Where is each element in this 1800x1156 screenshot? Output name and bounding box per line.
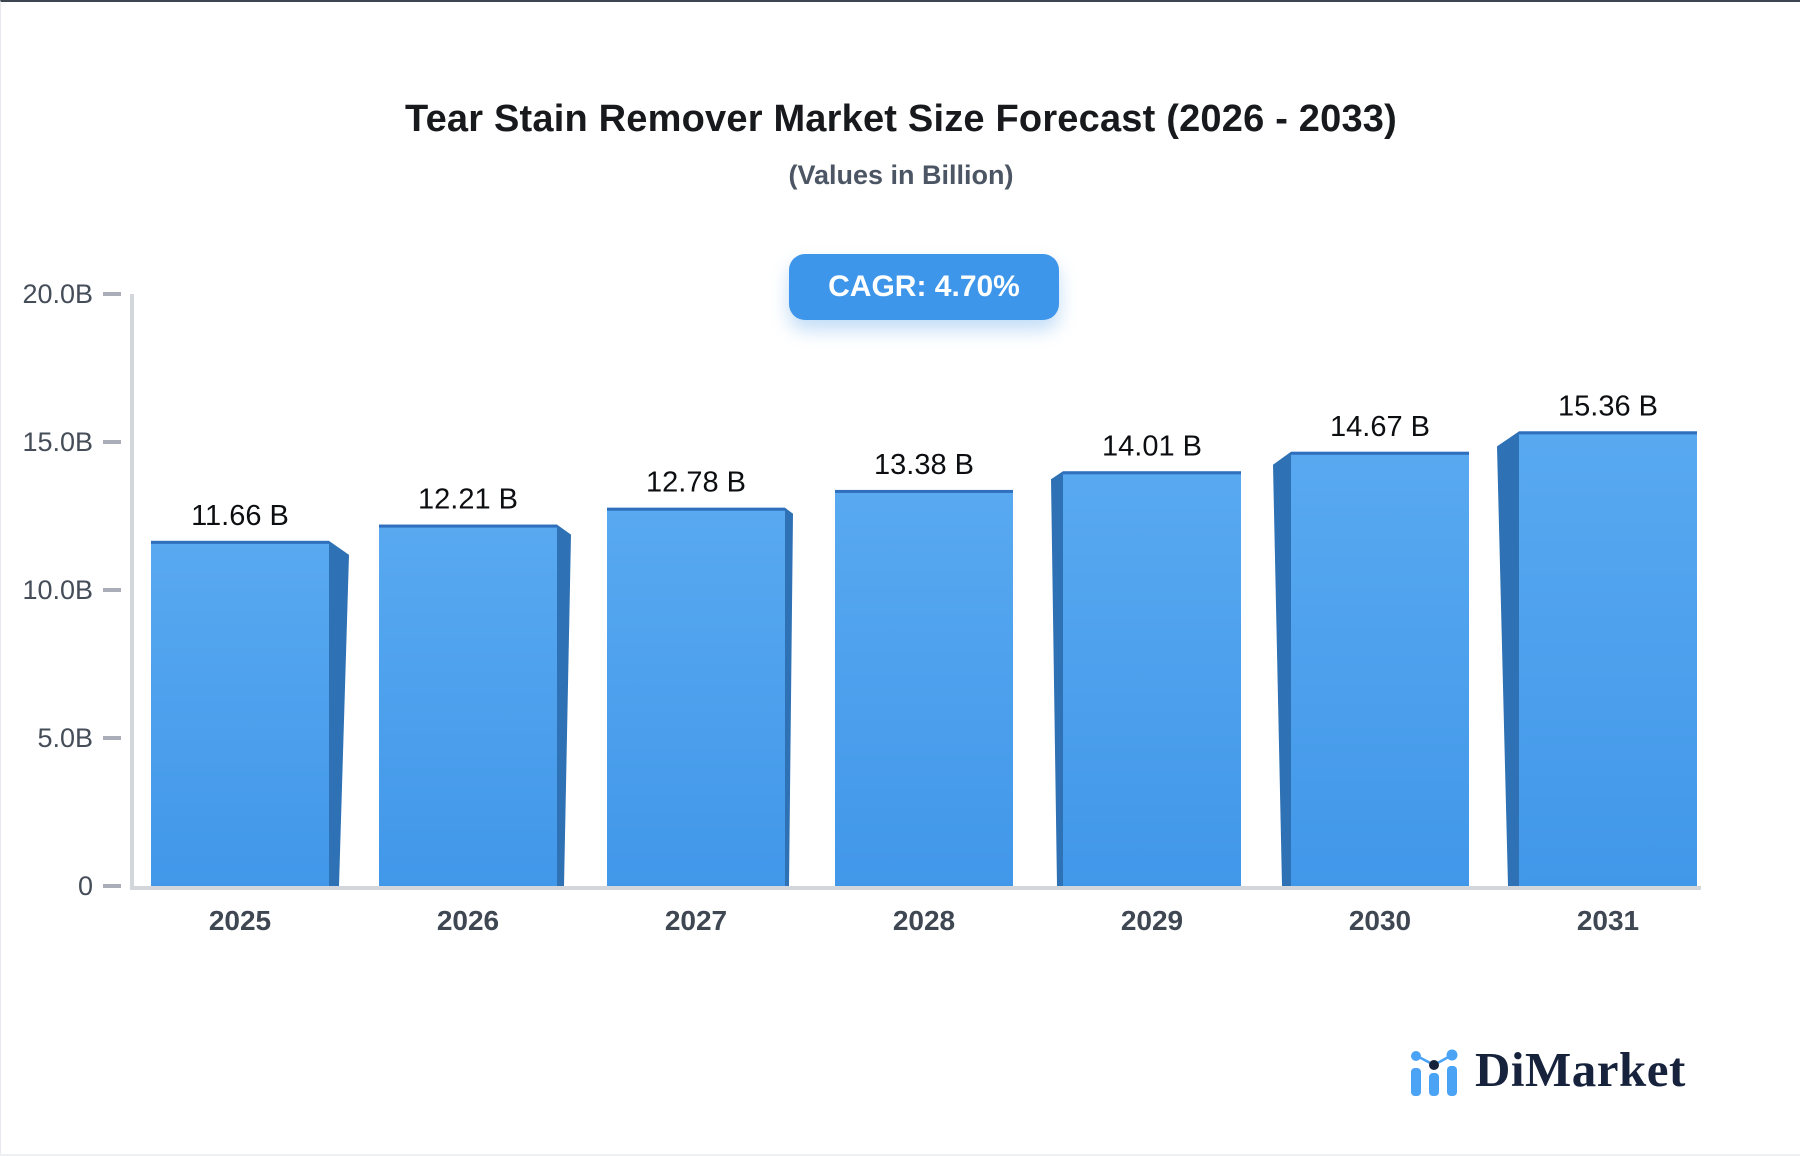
bar-top-edge-2025: [151, 540, 329, 544]
x-tick-label-2029: 2029: [1121, 905, 1183, 936]
y-tick-label-10.0B: 10.0B: [22, 575, 93, 605]
bar-top-edge-2031: [1519, 431, 1697, 435]
y-tick-label-0: 0: [78, 871, 93, 901]
bar-side-2027: [785, 507, 793, 886]
bar-2031: [1519, 431, 1697, 888]
value-label-2028: 13.38 B: [874, 449, 974, 481]
bar-side-2030: [1273, 451, 1291, 886]
value-label-2027: 12.78 B: [646, 467, 746, 499]
bar-top-edge-2027: [607, 507, 785, 511]
bar-side-2031: [1497, 431, 1519, 886]
bar-top-edge-2029: [1063, 471, 1241, 475]
chart-title: Tear Stain Remover Market Size Forecast …: [404, 98, 1397, 140]
y-tick-label-15.0B: 15.0B: [22, 427, 93, 457]
y-tick-label-20.0B: 20.0B: [22, 279, 93, 309]
bar-2027: [607, 507, 785, 888]
bar-2025: [151, 540, 329, 888]
x-tick-label-2028: 2028: [893, 905, 955, 936]
bar-2030: [1291, 451, 1469, 888]
x-tick-label-2026: 2026: [437, 905, 499, 936]
cagr-badge: CAGR: 4.70%: [789, 254, 1059, 320]
value-label-2025: 11.66 B: [191, 500, 289, 532]
x-tick-label-2025: 2025: [209, 905, 271, 936]
bar-2028: [835, 489, 1013, 888]
x-tick-label-2030: 2030: [1349, 905, 1411, 936]
bar-top-edge-2026: [379, 524, 557, 528]
brand-logo: DiMarket: [1407, 1044, 1686, 1096]
mini-bar-chart-icon: [1411, 1049, 1458, 1096]
value-label-2029: 14.01 B: [1102, 430, 1202, 462]
bar-top-edge-2030: [1291, 451, 1469, 455]
value-label-2026: 12.21 B: [418, 484, 518, 516]
chart-subtitle: (Values in Billion): [788, 160, 1014, 190]
brand-wordmark: DiMarket: [1475, 1042, 1686, 1097]
bar-2029: [1063, 471, 1241, 888]
value-label-2030: 14.67 B: [1330, 411, 1430, 443]
value-label-2031: 15.36 B: [1558, 390, 1658, 422]
x-tick-label-2031: 2031: [1577, 905, 1639, 936]
x-tick-label-2027: 2027: [665, 905, 727, 936]
bar-side-2025: [329, 540, 349, 886]
y-tick-label-5.0B: 5.0B: [37, 723, 93, 753]
bar-top-edge-2028: [835, 489, 1013, 493]
bar-2026: [379, 524, 557, 888]
bar-side-2026: [557, 524, 571, 886]
bar-side-2029: [1051, 471, 1063, 886]
